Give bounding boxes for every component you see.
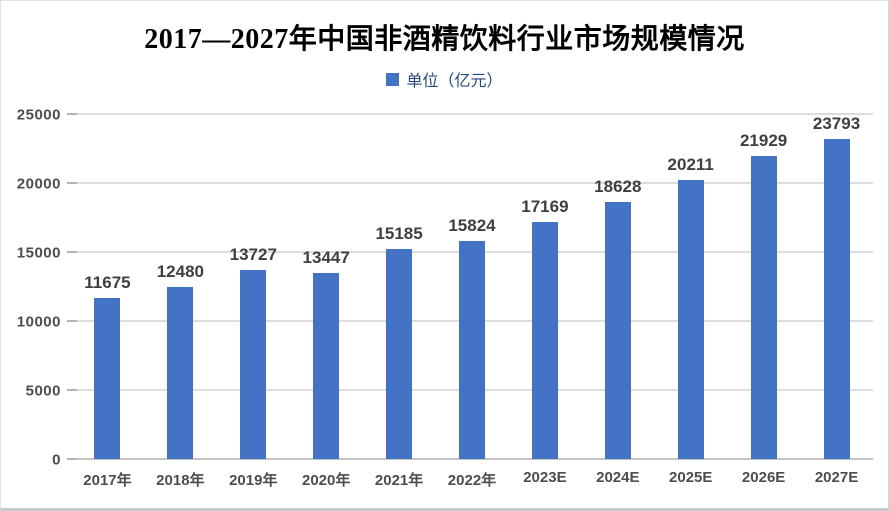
y-axis: 0 5000 10000 15000 20000 25000 (1, 107, 61, 469)
x-tick-label: 2017年 (83, 472, 132, 489)
bar-data-label: 15824 (448, 215, 496, 235)
bar-slot: 18628 (581, 114, 654, 459)
bar-slot: 15824 (436, 114, 509, 459)
bar-slot: 15185 (363, 114, 436, 459)
x-tick-label: 2023E (523, 469, 567, 486)
bar-data-label: 15185 (375, 224, 423, 244)
y-tick-mark (67, 320, 77, 322)
x-tick-label: 2026E (741, 469, 786, 486)
bar (94, 297, 121, 459)
bar-data-label: 12480 (156, 261, 204, 281)
bar-slot: 13727 (217, 114, 290, 459)
bar-slot: 13447 (290, 114, 363, 459)
y-tick-label: 0 (52, 451, 61, 469)
x-axis-line (67, 458, 873, 460)
bar-data-label: 23793 (812, 114, 861, 133)
bar (313, 273, 340, 459)
bar-slot: 11675 (71, 114, 144, 459)
bar-slot: 23793 (800, 114, 873, 459)
bar-data-label: 21929 (739, 131, 788, 151)
chart-title: 2017—2027年中国非酒精饮料行业市场规模情况 (144, 24, 745, 55)
bar (531, 222, 558, 459)
bar-series: 11675 12480 13727 13447 15185 15824 17169 18628… (71, 114, 873, 459)
gridline (67, 182, 873, 184)
x-tick-label: 2018年 (156, 472, 205, 489)
bar (750, 156, 777, 459)
bar (823, 139, 850, 459)
y-tick-label: 10000 (16, 313, 61, 331)
legend: 单位（亿元） (1, 67, 888, 91)
y-tick-mark (67, 389, 77, 391)
bar (240, 269, 267, 459)
y-tick-mark (67, 251, 77, 253)
y-tick-label: 20000 (16, 175, 61, 193)
x-tick-label: 2022年 (447, 472, 497, 489)
y-tick-mark (67, 458, 77, 460)
x-tick-label: 2019年 (229, 472, 278, 489)
x-tick-label: 2024E (596, 469, 640, 486)
x-tick-label: 2021年 (374, 472, 424, 489)
bar-data-label: 20211 (667, 155, 714, 175)
bar (677, 180, 704, 459)
bar-data-label: 17169 (521, 197, 569, 217)
bar-data-label: 13727 (229, 244, 277, 264)
x-tick-label: 2027E (814, 469, 859, 486)
bar (386, 249, 413, 459)
y-tick-label: 15000 (16, 244, 61, 262)
x-tick-label: 2020年 (301, 472, 351, 489)
bar-data-label: 13447 (302, 248, 350, 268)
gridline (67, 113, 873, 115)
y-tick-label: 25000 (16, 106, 61, 124)
plot-area: 11675 12480 13727 13447 15185 15824 17169 18628… (67, 113, 873, 460)
bar-slot: 20211 (654, 114, 727, 459)
bar-slot: 21929 (727, 114, 800, 459)
x-tick-label: 2025E (669, 469, 713, 486)
bar-data-label: 18628 (594, 176, 642, 196)
bar (604, 201, 631, 459)
bar (167, 286, 194, 459)
bar-data-label: 11675 (84, 272, 131, 292)
legend-label: 单位（亿元） (406, 73, 503, 90)
bar-slot: 17169 (508, 114, 581, 459)
bar (458, 240, 485, 459)
y-tick-mark (67, 182, 77, 184)
x-axis: 2017年 2018年 2019年 2020年 2021年 2022年 2023E 2024E… (71, 469, 873, 490)
y-tick-mark (67, 113, 77, 115)
legend-swatch-icon (386, 72, 400, 86)
bar-slot: 12480 (144, 114, 217, 459)
y-tick-label: 5000 (25, 382, 61, 400)
